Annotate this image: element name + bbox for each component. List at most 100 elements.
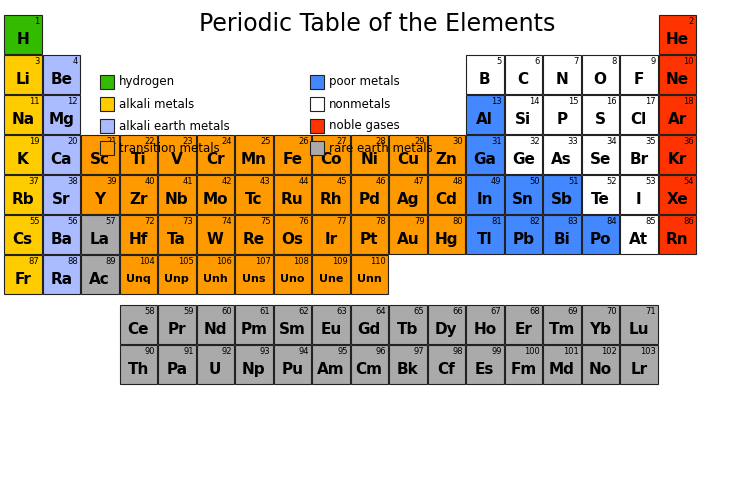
Text: 61: 61 — [260, 307, 270, 316]
Text: Cl: Cl — [630, 112, 647, 127]
Bar — [100, 119, 114, 133]
Bar — [504, 215, 542, 254]
Bar — [81, 215, 119, 254]
Bar — [312, 345, 350, 384]
Text: 19: 19 — [29, 137, 39, 146]
Text: 31: 31 — [491, 137, 501, 146]
Text: Si: Si — [515, 112, 532, 127]
Text: Pd: Pd — [359, 192, 381, 207]
Text: 46: 46 — [375, 177, 386, 186]
Bar — [350, 305, 388, 344]
Text: Rh: Rh — [319, 192, 342, 207]
Text: Kr: Kr — [667, 151, 687, 167]
Text: Br: Br — [629, 151, 649, 167]
Bar — [350, 345, 388, 384]
Text: Th: Th — [128, 362, 149, 377]
Bar — [658, 95, 696, 134]
Text: 81: 81 — [491, 217, 501, 226]
Text: Ta: Ta — [168, 232, 186, 247]
Bar — [427, 175, 465, 214]
Bar — [4, 215, 42, 254]
Bar — [581, 135, 619, 174]
Text: Yb: Yb — [589, 322, 612, 337]
Bar — [196, 135, 234, 174]
Text: 39: 39 — [106, 177, 116, 186]
Text: 29: 29 — [414, 137, 424, 146]
Bar — [235, 305, 273, 344]
Text: 82: 82 — [529, 217, 540, 226]
Bar — [658, 55, 696, 94]
Text: 96: 96 — [375, 347, 386, 356]
Text: 4: 4 — [72, 57, 78, 66]
Bar — [581, 55, 619, 94]
Bar — [4, 135, 42, 174]
Text: 43: 43 — [260, 177, 270, 186]
Text: 100: 100 — [524, 347, 540, 356]
Bar — [100, 75, 114, 89]
Bar — [466, 95, 504, 134]
Bar — [4, 15, 42, 54]
Bar — [119, 345, 157, 384]
Text: O: O — [593, 72, 607, 87]
Bar — [620, 305, 658, 344]
Text: 12: 12 — [67, 97, 78, 106]
Text: 22: 22 — [144, 137, 155, 146]
Text: Sm: Sm — [279, 322, 306, 337]
Bar — [310, 97, 324, 111]
Bar — [273, 135, 311, 174]
Text: 1: 1 — [34, 17, 39, 26]
Bar — [81, 255, 119, 294]
Bar — [42, 55, 80, 94]
Bar — [312, 175, 350, 214]
Text: nonmetals: nonmetals — [329, 98, 391, 110]
Text: 56: 56 — [67, 217, 78, 226]
Text: 83: 83 — [568, 217, 578, 226]
Text: 63: 63 — [337, 307, 347, 316]
Text: Ir: Ir — [324, 232, 337, 247]
Bar — [620, 215, 658, 254]
Bar — [543, 305, 581, 344]
Bar — [504, 55, 542, 94]
Text: 17: 17 — [645, 97, 655, 106]
Bar — [310, 119, 324, 133]
Text: 49: 49 — [491, 177, 501, 186]
Bar — [543, 215, 581, 254]
Text: 80: 80 — [452, 217, 463, 226]
Bar — [100, 97, 114, 111]
Text: Sn: Sn — [513, 192, 535, 207]
Text: Re: Re — [242, 232, 265, 247]
Text: 98: 98 — [452, 347, 463, 356]
Text: Hf: Hf — [128, 232, 148, 247]
Bar — [158, 135, 196, 174]
Text: 34: 34 — [606, 137, 617, 146]
Bar — [196, 215, 234, 254]
Text: 53: 53 — [645, 177, 655, 186]
Text: 107: 107 — [254, 257, 270, 266]
Bar — [196, 345, 234, 384]
Text: 52: 52 — [606, 177, 617, 186]
Text: Ge: Ge — [512, 151, 535, 167]
Text: 89: 89 — [106, 257, 116, 266]
Text: 41: 41 — [183, 177, 193, 186]
Bar — [581, 175, 619, 214]
Text: He: He — [666, 32, 689, 47]
Bar — [543, 55, 581, 94]
Text: 55: 55 — [29, 217, 39, 226]
Text: poor metals: poor metals — [329, 76, 399, 89]
Text: 70: 70 — [606, 307, 617, 316]
Text: 21: 21 — [106, 137, 116, 146]
Bar — [158, 305, 196, 344]
Text: Cs: Cs — [13, 232, 32, 247]
Bar — [158, 175, 196, 214]
Text: Hg: Hg — [434, 232, 458, 247]
Bar — [42, 135, 80, 174]
Bar — [389, 345, 427, 384]
Text: Pa: Pa — [166, 362, 187, 377]
Text: alkali earth metals: alkali earth metals — [119, 119, 230, 133]
Text: Ba: Ba — [51, 232, 72, 247]
Bar — [620, 95, 658, 134]
Bar — [158, 215, 196, 254]
Text: Bi: Bi — [553, 232, 570, 247]
Text: 62: 62 — [298, 307, 309, 316]
Bar — [100, 141, 114, 155]
